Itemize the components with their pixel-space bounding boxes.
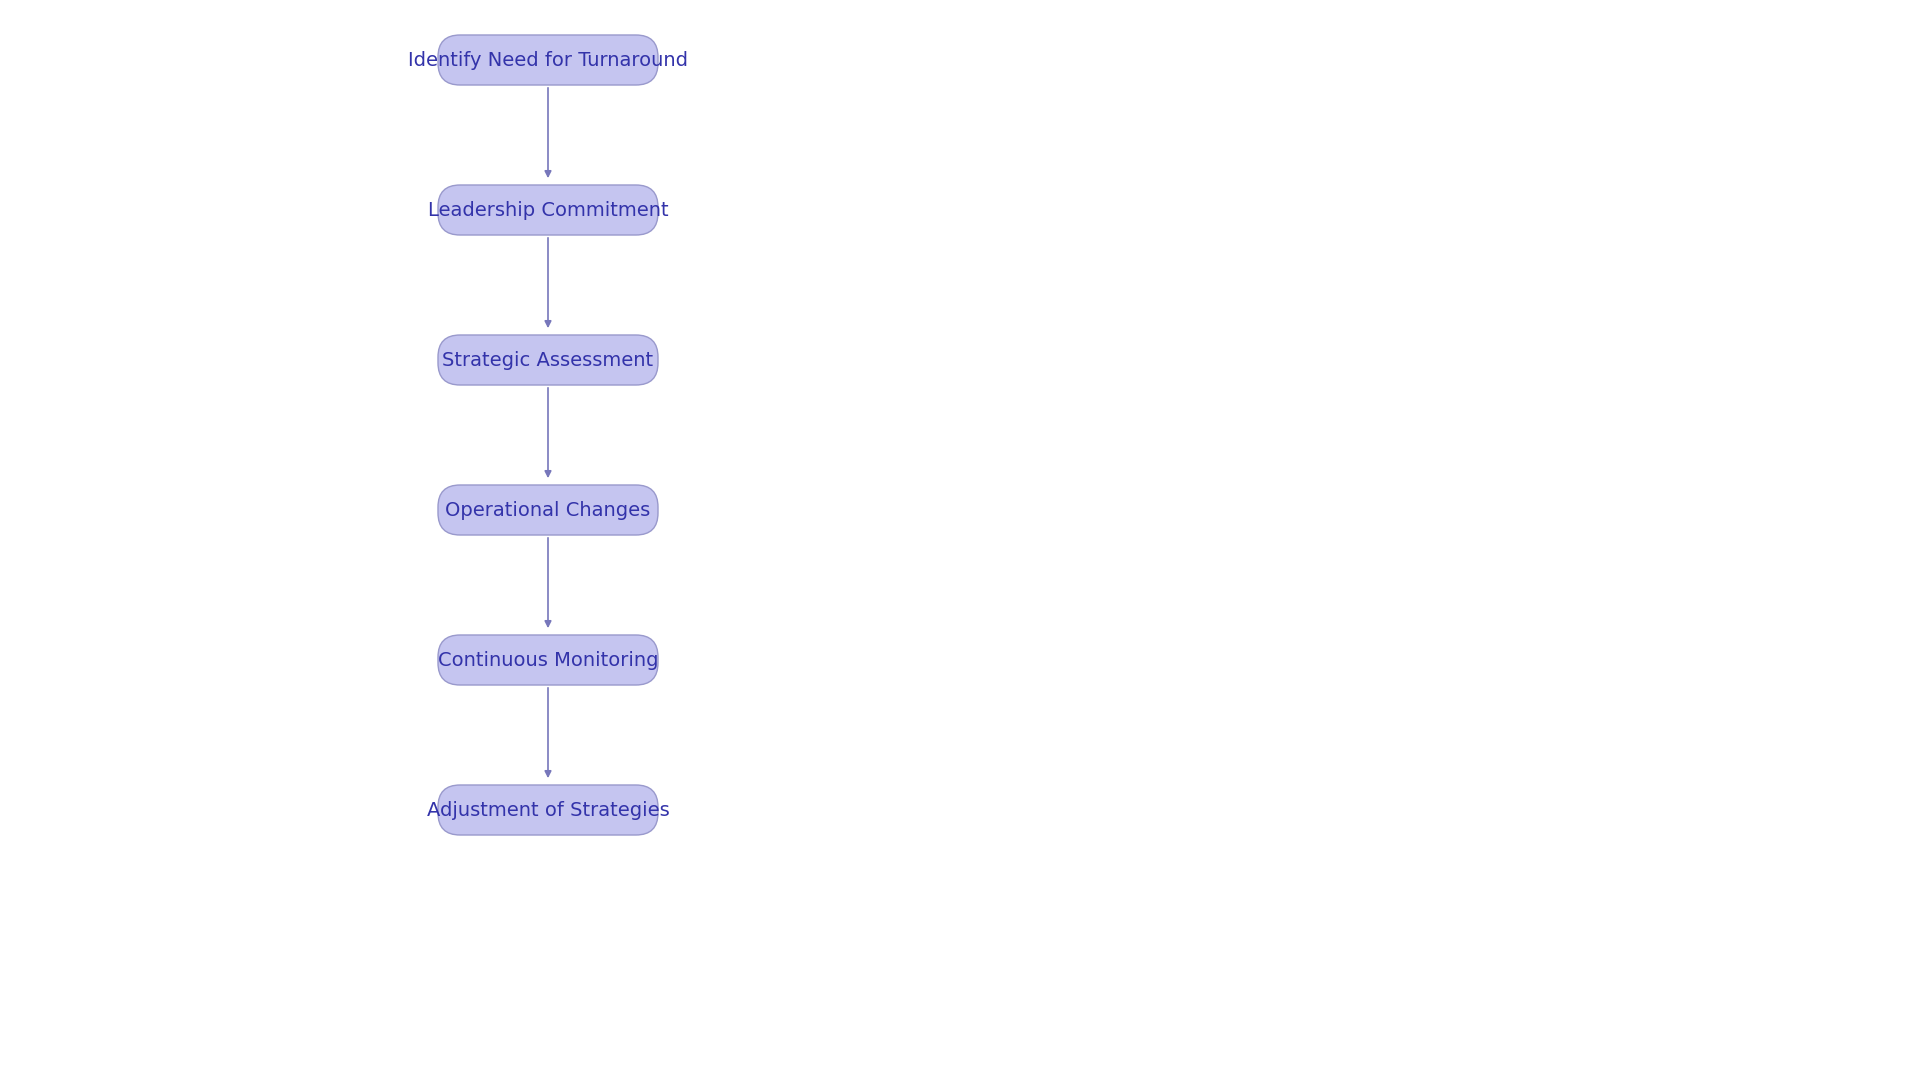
FancyBboxPatch shape [438, 185, 659, 235]
Text: Identify Need for Turnaround: Identify Need for Turnaround [407, 51, 687, 69]
Text: Operational Changes: Operational Changes [445, 500, 651, 520]
Text: Continuous Monitoring: Continuous Monitoring [438, 651, 659, 669]
Text: Leadership Commitment: Leadership Commitment [428, 200, 668, 220]
Text: Adjustment of Strategies: Adjustment of Strategies [426, 800, 670, 820]
FancyBboxPatch shape [438, 35, 659, 84]
FancyBboxPatch shape [438, 485, 659, 535]
FancyBboxPatch shape [438, 785, 659, 835]
FancyBboxPatch shape [438, 635, 659, 686]
Text: Strategic Assessment: Strategic Assessment [442, 351, 653, 369]
FancyBboxPatch shape [438, 335, 659, 384]
